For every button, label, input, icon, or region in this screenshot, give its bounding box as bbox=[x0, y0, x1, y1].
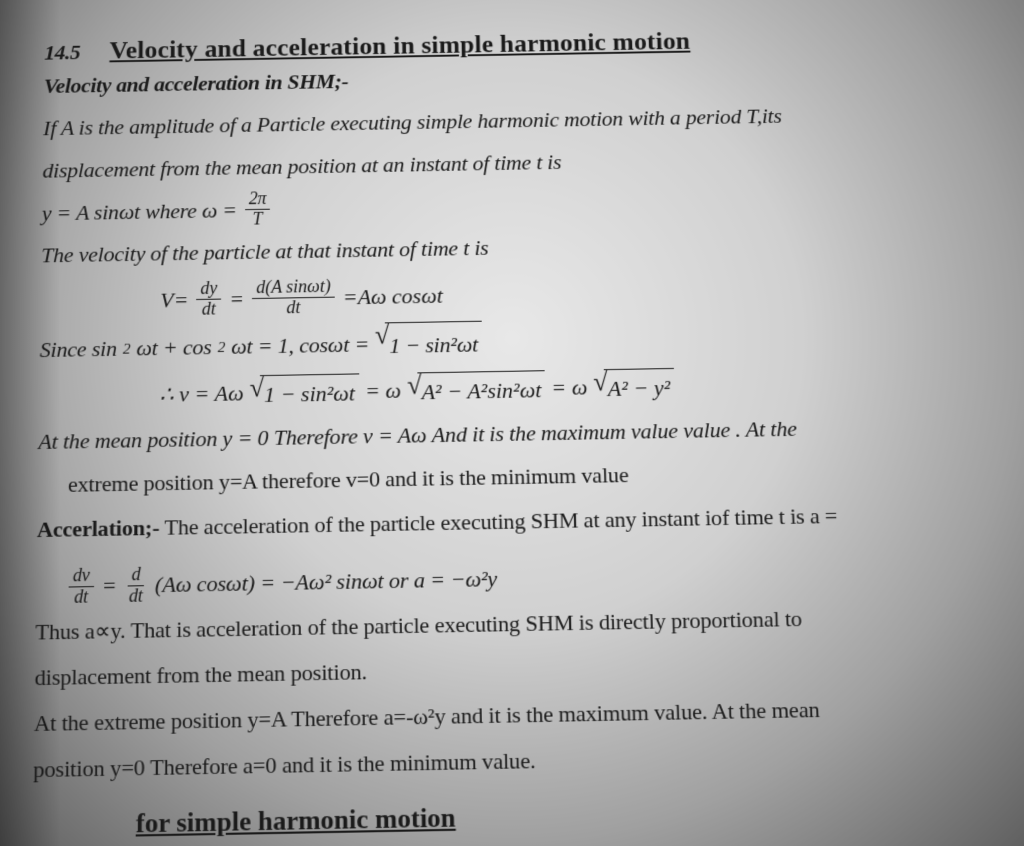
eq-v-mid: = ω bbox=[365, 374, 401, 408]
page-title: Velocity and acceleration in simple harm… bbox=[109, 27, 690, 65]
paragraph-7: The acceleration of the particle executi… bbox=[164, 503, 837, 540]
eq-a-tail: (Aω cosωt) = −Aω² sinωt or a = −ω²y bbox=[155, 558, 498, 607]
footer-title: for simple harmonic motion bbox=[136, 793, 988, 840]
since-line: Since sin2ωt + cos2ωt = 1, cosωt = 1 − s… bbox=[39, 312, 965, 372]
equation-V: V= dy dt = d(A sinωt) dt =Aω cosωt bbox=[160, 266, 962, 320]
frac-num: 2π bbox=[245, 189, 270, 210]
frac-dv-dt: dv dt bbox=[68, 566, 94, 608]
section-number: 14.5 bbox=[44, 40, 80, 65]
eq-eq-1: = bbox=[229, 282, 244, 315]
sqrt-4: A² − y² bbox=[593, 368, 675, 405]
eq-v-lead: ∴ v = Aω bbox=[159, 376, 243, 410]
eq-V-lead: V= bbox=[160, 283, 188, 316]
sqrt-3: A² − A²sin²ωt bbox=[407, 370, 546, 408]
sqrt-1: 1 − sin²ωt bbox=[375, 321, 482, 367]
frac-dy-dt: dy dt bbox=[196, 279, 221, 319]
acceleration-label: Accerlation;- bbox=[37, 515, 160, 543]
frac-d-dt: d dt bbox=[125, 565, 147, 607]
eq-y-lead: y = A sinωt where ω = bbox=[42, 189, 237, 233]
frac-den: T bbox=[249, 210, 267, 230]
eq-V-tail: =Aω cosωt bbox=[343, 279, 443, 313]
physics-page: 14.5 Velocity and acceleration in simple… bbox=[0, 3, 1024, 846]
eq-v-mid2: = ω bbox=[551, 371, 588, 405]
subtitle: Velocity and acceleration in SHM;- bbox=[44, 59, 952, 99]
sqrt-2: 1 − sin²ωt bbox=[250, 373, 360, 411]
frac-2pi-T: 2π T bbox=[245, 189, 270, 229]
equation-v: ∴ v = Aω 1 − sin²ωt = ω A² − A²sin²ωt = … bbox=[159, 362, 967, 412]
title-row: 14.5 Velocity and acceleration in simple… bbox=[44, 23, 950, 67]
frac-dAsin-dt: d(A sinωt) dt bbox=[252, 277, 335, 318]
eq-eq-2: = bbox=[102, 565, 117, 608]
